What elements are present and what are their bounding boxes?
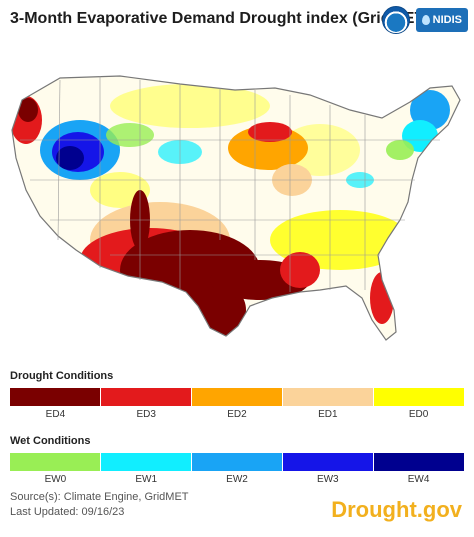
legend-label-ew0: EW0 xyxy=(44,474,67,485)
legend-label-ed0: ED0 xyxy=(408,409,429,420)
drop-icon xyxy=(421,15,430,25)
legend-label-ew1: EW1 xyxy=(135,474,158,485)
legend-label-ew2: EW2 xyxy=(226,474,248,485)
source-info: Source(s): Climate Engine, GridMET Last … xyxy=(10,490,189,520)
legend-swatch-ed2 xyxy=(192,388,283,406)
nidis-logo-text: NIDIS xyxy=(432,14,462,26)
drought-gov-logo: Drought.gov xyxy=(331,497,462,522)
legend-label-ed3: ED3 xyxy=(136,409,156,420)
updated-text: Last Updated: 09/16/23 xyxy=(10,506,125,518)
drought-legend-bar xyxy=(10,388,464,406)
legend-swatch-ed3 xyxy=(101,388,192,406)
legend-swatch-ed4 xyxy=(10,388,101,406)
state-borders xyxy=(20,76,440,292)
legend-label-ed2: ED2 xyxy=(227,409,247,420)
map-fill xyxy=(12,76,460,340)
legend-label-ew4: EW4 xyxy=(407,474,430,485)
wet-heading: Wet Conditions xyxy=(10,435,91,447)
legend-swatch-ew1 xyxy=(101,453,192,471)
wet-legend-labels: EW0 EW1 EW2 EW3 EW4 xyxy=(10,474,464,485)
drought-map xyxy=(11,75,461,341)
legend-swatch-ed1 xyxy=(283,388,374,406)
legend-label-ed1: ED1 xyxy=(318,409,338,420)
noaa-logo xyxy=(381,6,410,34)
legend-swatch-ew4 xyxy=(374,453,464,471)
map-title: 3-Month Evaporative Demand Drought index… xyxy=(10,10,430,27)
legend-swatch-ew3 xyxy=(283,453,374,471)
legend-label-ed4: ED4 xyxy=(45,409,66,420)
logos: NIDIS xyxy=(381,6,468,34)
wet-legend-bar xyxy=(10,453,464,471)
nidis-logo: NIDIS xyxy=(415,8,468,32)
legend-swatch-ew0 xyxy=(10,453,101,471)
us-outline xyxy=(11,75,461,341)
drought-heading: Drought Conditions xyxy=(10,370,114,382)
source-text: Source(s): Climate Engine, GridMET xyxy=(10,491,189,503)
legend-swatch-ew2 xyxy=(192,453,283,471)
legend-label-ew3: EW3 xyxy=(316,474,339,485)
drought-legend-labels: ED4 ED3 ED2 ED1 ED0 xyxy=(10,409,464,420)
legend-swatch-ed0 xyxy=(374,388,464,406)
